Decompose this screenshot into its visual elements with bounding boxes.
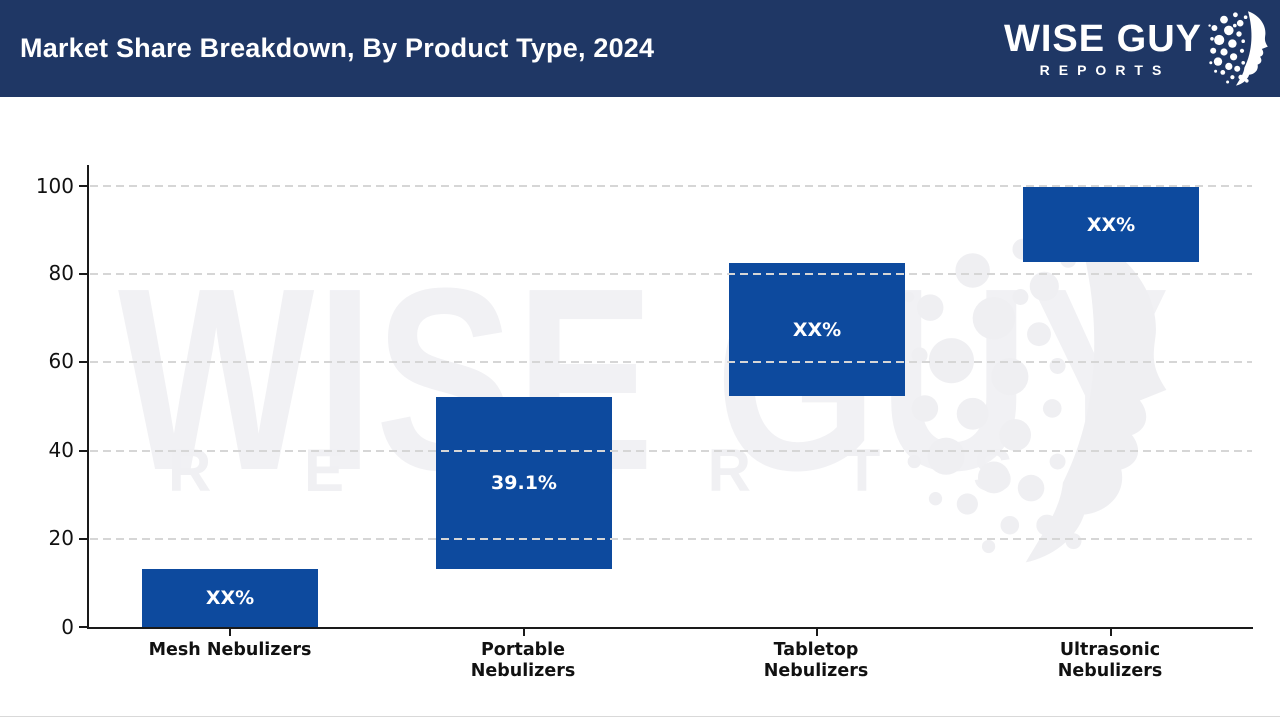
y-tick-label: 60 [48,349,74,373]
y-tickmark-0 [79,626,87,628]
brand-logo: WISE GUY REPORTS [1004,10,1272,88]
bar-tabletop-nebulizers: XX% [729,263,905,396]
y-tick-label: 100 [35,174,74,198]
x-tickmark [523,629,525,636]
x-category-label: Tabletop Nebulizers [763,640,869,682]
x-axis-line [87,627,1253,629]
gridline-100 [90,185,1252,187]
gridline-20 [90,538,1252,540]
bar-value-label: XX% [1086,213,1136,236]
y-tick-label: 80 [48,261,74,285]
gridline-80 [90,273,1252,275]
x-category-label: Mesh Nebulizers [148,640,312,660]
bar-mesh-nebulizers: XX% [142,569,318,627]
brand-logo-text: WISE GUY REPORTS [1004,20,1202,77]
gridline-40 [90,450,1252,452]
chart-title: Market Share Breakdown, By Product Type,… [20,33,655,63]
x-tickmark [816,629,818,636]
x-tickmark [1110,629,1112,636]
logo-subtext: REPORTS [1039,62,1171,78]
bar-portable-nebulizers: 39.1% [436,397,612,569]
bar-value-label: 39.1% [491,472,557,494]
watermark-head-icon [903,233,1167,563]
y-tick-label: 0 [61,615,74,639]
header-bar: Market Share Breakdown, By Product Type,… [0,0,1280,97]
logo-wordmark: WISE GUY [1003,18,1202,60]
y-tickmark-20 [79,538,87,540]
y-tickmark-60 [79,361,87,363]
bar-value-label: XX% [792,318,842,341]
y-tickmark-100 [79,185,87,187]
gridline-60 [90,361,1252,363]
y-tick-label: 40 [48,438,74,462]
y-tick-label: 20 [48,526,74,550]
y-tickmark-80 [79,273,87,275]
logo-head-icon [1208,10,1268,86]
x-category-label: Portable Nebulizers [470,640,576,682]
x-category-label: Ultrasonic Nebulizers [1057,640,1163,682]
bar-ultrasonic-nebulizers: XX% [1023,187,1199,262]
y-tickmark-40 [79,450,87,452]
x-tickmark [229,629,231,636]
bar-value-label: XX% [205,587,255,609]
bottom-divider-line [0,716,1280,717]
y-axis-line [87,165,89,629]
